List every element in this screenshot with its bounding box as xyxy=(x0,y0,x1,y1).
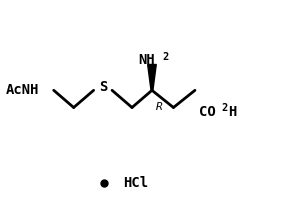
Text: R: R xyxy=(156,103,162,112)
Text: CO: CO xyxy=(199,105,216,119)
Text: AcNH: AcNH xyxy=(6,83,40,97)
Text: NH: NH xyxy=(138,53,155,67)
Text: 2: 2 xyxy=(222,103,228,113)
Text: S: S xyxy=(99,80,108,94)
Text: 2: 2 xyxy=(162,52,168,61)
Polygon shape xyxy=(148,64,156,90)
Text: HCl: HCl xyxy=(123,176,148,190)
Text: H: H xyxy=(228,105,236,119)
